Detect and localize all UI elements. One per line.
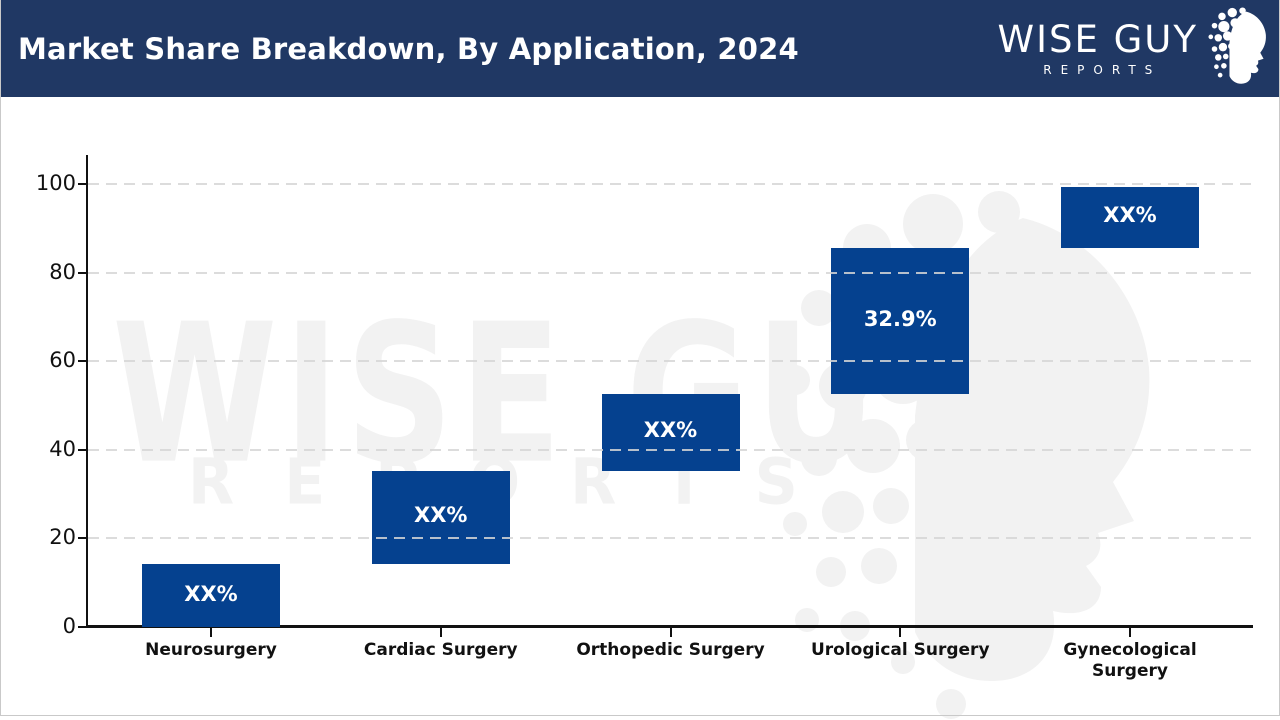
brand-tagline: REPORTS: [1043, 62, 1162, 77]
bar-value-label: XX%: [1103, 203, 1157, 228]
x-category-label: Urological Surgery: [810, 640, 990, 660]
x-category-label: Gynecological Surgery: [1063, 640, 1197, 682]
gridline-100: [88, 183, 1253, 186]
y-tick-label: 0: [62, 614, 76, 638]
gridline-20: [88, 537, 1253, 540]
x-tick-mark: [899, 628, 902, 637]
y-tick-mark: [78, 360, 86, 363]
bar-value-label: 32.9%: [863, 306, 937, 331]
brand-head-icon: [1208, 6, 1266, 84]
x-category-label: Cardiac Surgery: [363, 640, 518, 660]
bar-value-label: XX%: [184, 581, 238, 606]
x-tick-mark: [669, 628, 672, 637]
y-tick-mark: [78, 448, 86, 451]
y-tick-mark: [78, 626, 86, 628]
bar-cardiac-surgery: [371, 470, 510, 565]
y-tick-mark: [78, 537, 86, 540]
y-tick-mark: [78, 271, 86, 274]
x-category-label: Orthopedic Surgery: [576, 640, 765, 660]
bar-value-label: XX%: [414, 503, 468, 528]
bar-value-label: XX%: [643, 418, 698, 443]
gridline-60: [88, 360, 1253, 363]
brand-text: WISE GUY REPORTS: [998, 21, 1198, 77]
x-category-label: Neurosurgery: [145, 640, 277, 660]
y-tick-label: 40: [49, 436, 76, 461]
brand-name: WISE GUY: [997, 17, 1198, 61]
x-tick-mark: [439, 628, 442, 637]
brand-logo: WISE GUY REPORTS: [998, 6, 1270, 91]
y-tick-label: 100: [35, 171, 76, 196]
x-tick-mark: [210, 628, 212, 637]
x-axis-line: [86, 625, 1253, 628]
y-tick-label: 20: [49, 525, 76, 550]
page-title: Market Share Breakdown, By Application, …: [18, 31, 799, 66]
x-tick-mark: [1129, 628, 1131, 637]
y-tick-label: 60: [49, 348, 76, 373]
gridline-40: [88, 448, 1253, 451]
gridline-80: [88, 271, 1253, 274]
bar-neurosurgery: [142, 564, 280, 627]
y-axis-line: [86, 155, 88, 628]
y-tick-label: 80: [49, 259, 76, 284]
header-bar: Market Share Breakdown, By Application, …: [0, 0, 1280, 97]
y-tick-mark: [78, 183, 86, 186]
bar-orthopedic-surgery: [601, 393, 740, 471]
